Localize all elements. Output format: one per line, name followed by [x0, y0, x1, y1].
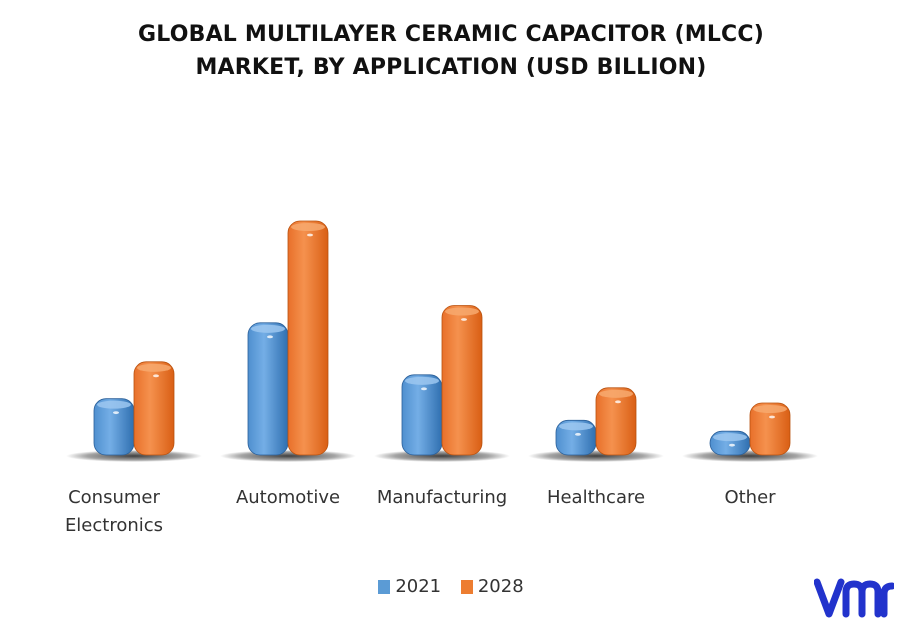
bar-highlight — [615, 400, 621, 404]
legend-item-2021: 2021 — [378, 576, 441, 597]
category-label-automotive: Automotive — [203, 484, 373, 512]
bar-shadow — [528, 450, 664, 462]
bar-highlight — [575, 432, 581, 436]
bar-2028-automotive — [287, 220, 329, 456]
bar-cap — [445, 307, 479, 316]
bar-highlight — [461, 318, 467, 321]
category-label-line: Manufacturing — [376, 487, 508, 508]
category-label-other: Other — [665, 484, 835, 512]
bar-2028-other — [749, 402, 791, 456]
legend-swatch-2021 — [378, 579, 391, 594]
bar-cap — [753, 405, 787, 413]
legend-item-2028: 2028 — [460, 576, 524, 597]
bar-highlight — [769, 415, 775, 419]
bar-highlight — [113, 411, 119, 415]
category-label-line: Consumer — [68, 487, 160, 508]
bar-highlight — [267, 335, 273, 339]
bar-2028-healthcare — [595, 387, 637, 456]
chart-title-line-2: MARKET, BY APPLICATION (USD BILLION) — [195, 55, 707, 80]
bar-cap — [599, 389, 633, 398]
category-label-line: Healthcare — [546, 487, 646, 508]
bar-cap — [137, 363, 171, 372]
chart-title: GLOBAL MULTILAYER CERAMIC CAPACITOR (MLC… — [0, 18, 902, 84]
bar-highlight — [307, 233, 313, 237]
bar-shadow — [682, 450, 818, 462]
category-label-healthcare: Healthcare — [511, 484, 681, 512]
bar-cap — [97, 400, 131, 409]
bar-shadow — [220, 450, 356, 462]
bar-2028-manufacturing — [441, 305, 483, 456]
bar-2021-manufacturing — [401, 374, 443, 456]
legend-swatch-2028 — [460, 579, 473, 594]
bar-2028-consumer-electronics — [133, 361, 175, 456]
vmr-logo-mark — [814, 578, 894, 618]
category-label-consumer-electronics: Consumer Electronics — [29, 484, 199, 540]
legend-label-2021: 2021 — [395, 576, 442, 597]
category-label-line: Other — [724, 487, 776, 508]
bar-highlight — [729, 443, 735, 447]
legend-label-2028: 2028 — [477, 576, 524, 597]
vmr-logo — [814, 578, 894, 618]
bar-shadow — [66, 450, 202, 462]
bar-cap — [713, 433, 747, 442]
bar-cap — [559, 422, 593, 431]
bar-shadow — [374, 450, 510, 462]
legend: 2021 2028 — [0, 576, 902, 599]
bar-chart — [66, 220, 818, 462]
bar-highlight — [153, 374, 159, 378]
category-label-manufacturing: Manufacturing — [357, 484, 527, 512]
bar-cap — [251, 324, 285, 333]
bar-cap — [405, 376, 439, 385]
chart-title-line-1: GLOBAL MULTILAYER CERAMIC CAPACITOR (MLC… — [138, 22, 764, 47]
bar-cap — [291, 223, 325, 231]
category-label-line: Electronics — [64, 515, 164, 536]
bar-2021-automotive — [247, 322, 289, 456]
category-label-line: Automotive — [235, 487, 341, 508]
bar-highlight — [421, 387, 427, 391]
